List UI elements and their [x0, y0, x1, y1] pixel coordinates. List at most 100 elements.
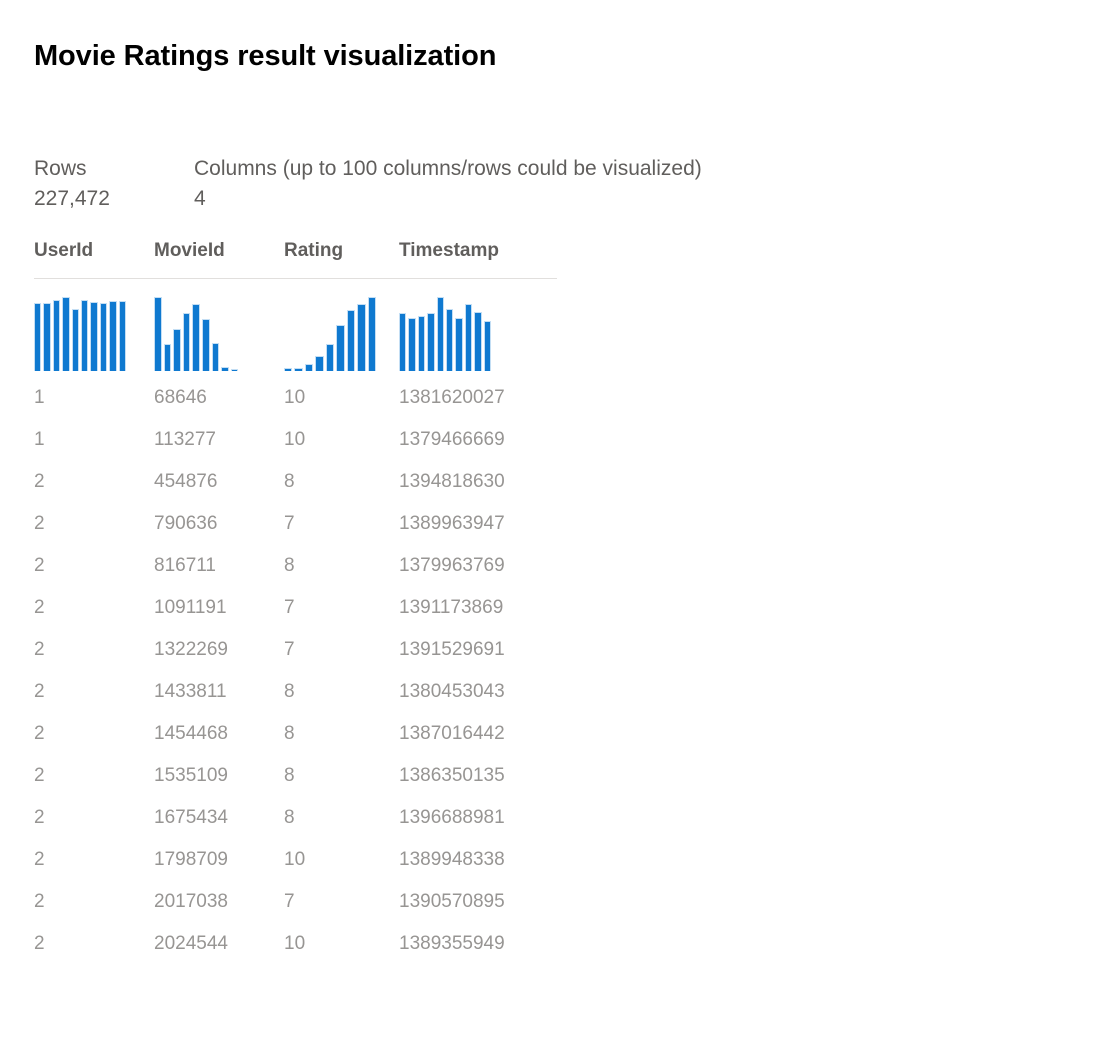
result-visualization-page: Movie Ratings result visualization Rows …: [34, 40, 1105, 965]
column-header-userid[interactable]: UserId: [34, 238, 154, 279]
result-table: UserId MovieId Rating Timestamp: [34, 238, 557, 965]
table-cell-rating: 7: [284, 639, 295, 660]
table-row[interactable]: 2 1535109 8 1386350135: [34, 755, 557, 797]
table-cell-rating: 10: [284, 429, 306, 450]
sparkline-bar: [173, 328, 181, 371]
table-cell-rating: 10: [284, 933, 306, 954]
table-row[interactable]: 2 790636 7 1389963947: [34, 503, 557, 545]
sparkline-bar: [336, 325, 345, 371]
table-row[interactable]: 2 1675434 8 1396688981: [34, 797, 557, 839]
table-cell-movieid: 1433811: [154, 681, 227, 702]
table-cell-timestamp: 1379963769: [399, 555, 505, 576]
table-cell-userid: 2: [34, 555, 45, 576]
table-cell-userid: 2: [34, 849, 45, 870]
table-row[interactable]: 1 68646 10 1381620027: [34, 377, 557, 419]
rows-label: Rows: [34, 157, 87, 180]
table-cell-rating: 7: [284, 513, 295, 534]
table-cell-userid: 2: [34, 597, 45, 618]
table-cell-userid: 2: [34, 807, 45, 828]
table-row[interactable]: 1 113277 10 1379466669: [34, 419, 557, 461]
column-header-movieid[interactable]: MovieId: [154, 238, 284, 279]
table-row[interactable]: 2 1433811 8 1380453043: [34, 671, 557, 713]
table-row[interactable]: 2 1322269 7 1391529691: [34, 629, 557, 671]
sparkline-bar: [230, 368, 239, 371]
table-cell-movieid: 1535109: [154, 765, 228, 786]
sparkline-bar: [52, 299, 61, 371]
table-cell-timestamp: 1381620027: [399, 387, 505, 408]
sparkline-bar: [294, 368, 303, 371]
table-cell-userid: 2: [34, 891, 45, 912]
table-cell-timestamp: 1389963947: [399, 513, 505, 534]
table-cell-movieid: 2024544: [154, 933, 228, 954]
table-cell-timestamp: 1391173869: [399, 597, 504, 618]
table-row[interactable]: 2 816711 8 1379963769: [34, 545, 557, 587]
table-cell-userid: 2: [34, 723, 45, 744]
sparkline-cell-timestamp: [399, 279, 557, 378]
sparkline-bar: [483, 320, 492, 371]
table-cell-movieid: 113277: [154, 429, 216, 450]
table-row[interactable]: 2 1798709 10 1389948338: [34, 839, 557, 881]
sparkline-bar: [427, 313, 435, 371]
sparkline-movieid: [154, 297, 246, 371]
table-cell-rating: 10: [284, 387, 306, 408]
sparkline-bar: [346, 309, 356, 371]
table-cell-userid: 2: [34, 765, 45, 786]
sparkline-bar: [109, 300, 117, 371]
table-cell-userid: 1: [34, 429, 45, 450]
table-cell-userid: 1: [34, 387, 45, 408]
sparkline-cell-rating: [284, 279, 399, 378]
table-cell-timestamp: 1380453043: [399, 681, 505, 702]
table-cell-rating: 8: [284, 555, 295, 576]
table-cell-timestamp: 1391529691: [399, 639, 505, 660]
table-header: UserId MovieId Rating Timestamp: [34, 238, 557, 279]
sparkline-bar: [464, 304, 473, 371]
table-cell-userid: 2: [34, 681, 45, 702]
sparkline-bar: [192, 304, 200, 371]
sparkline-bar: [201, 319, 210, 371]
table-row[interactable]: 2 2017038 7 1390570895: [34, 881, 557, 923]
table-row[interactable]: 2 1091191 7 1391173869: [34, 587, 557, 629]
table-row[interactable]: 2 454876 8 1394818630: [34, 461, 557, 503]
table-row[interactable]: 2 2024544 10 1389355949: [34, 923, 557, 965]
table-cell-movieid: 2017038: [154, 891, 228, 912]
sparkline-userid: [34, 297, 127, 371]
sparkline-bar: [417, 316, 426, 371]
table-row[interactable]: 2 1454468 8 1387016442: [34, 713, 557, 755]
table-cell-timestamp: 1394818630: [399, 471, 505, 492]
sparkline-bar: [62, 297, 70, 371]
table-cell-timestamp: 1379466669: [399, 429, 505, 450]
sparkline-cell-movieid: [154, 279, 284, 378]
sparkline-bar: [240, 369, 246, 371]
sparkline-bar: [474, 311, 482, 371]
header-row: UserId MovieId Rating Timestamp: [34, 238, 557, 279]
rows-stat: Rows 227,472: [34, 154, 194, 214]
sparkline-bar: [99, 302, 108, 371]
sparkline-bar: [399, 312, 407, 371]
table-cell-rating: 8: [284, 807, 295, 828]
table-cell-rating: 10: [284, 849, 306, 870]
table-cell-movieid: 1091191: [154, 597, 227, 618]
column-header-timestamp[interactable]: Timestamp: [399, 238, 557, 279]
sparkline-bar: [182, 313, 191, 371]
table-cell-timestamp: 1387016442: [399, 723, 505, 744]
table-cell-userid: 2: [34, 933, 45, 954]
table-cell-rating: 8: [284, 723, 295, 744]
rows-value: 227,472: [34, 187, 110, 210]
column-header-rating[interactable]: Rating: [284, 238, 399, 279]
table-cell-timestamp: 1390570895: [399, 891, 505, 912]
table-cell-movieid: 816711: [154, 555, 216, 576]
sparkline-rating: [284, 297, 376, 371]
table-cell-rating: 7: [284, 597, 295, 618]
sparkline-bar: [446, 308, 454, 371]
sparkline-bar: [81, 299, 89, 371]
result-summary: Rows 227,472 Columns (up to 100 columns/…: [34, 154, 1105, 214]
sparkline-cell-userid: [34, 279, 154, 378]
sparkline-bar: [34, 302, 42, 371]
page-title: Movie Ratings result visualization: [34, 40, 497, 72]
sparkline-timestamp: [399, 297, 492, 371]
table-cell-movieid: 68646: [154, 387, 207, 408]
sparkline-bar: [436, 297, 445, 371]
sparkline-bar: [154, 297, 162, 371]
table-cell-timestamp: 1389355949: [399, 933, 505, 954]
sparkline-bar: [408, 317, 416, 371]
